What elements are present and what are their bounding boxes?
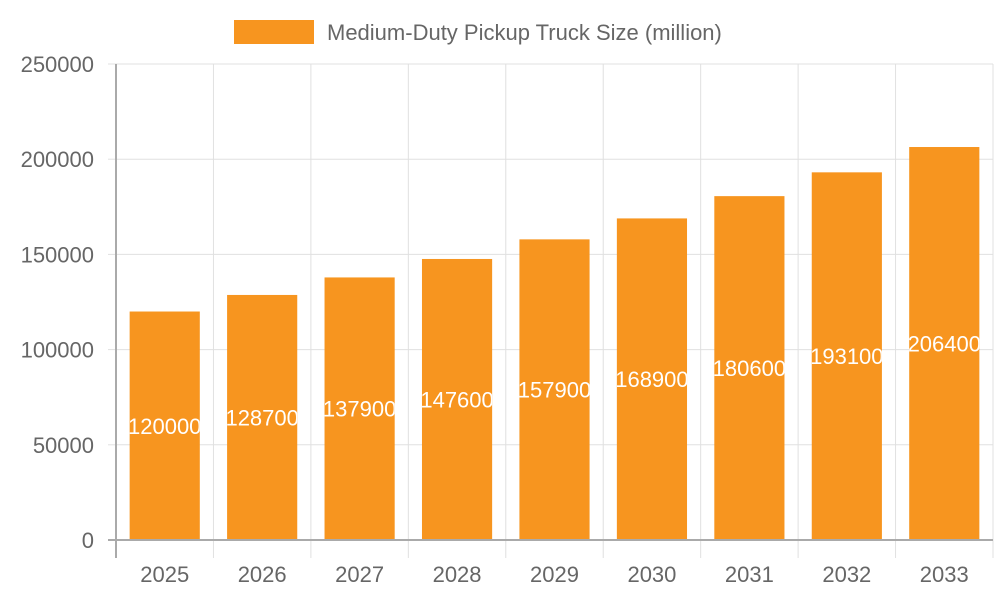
x-tick-label: 2028: [433, 562, 482, 587]
data-label: 180600: [713, 356, 786, 381]
x-tick-label: 2030: [627, 562, 676, 587]
x-tick-label: 2026: [238, 562, 287, 587]
y-tick-label: 250000: [21, 52, 94, 77]
y-tick-label: 0: [82, 528, 94, 553]
data-label: 147600: [420, 387, 493, 412]
x-tick-label: 2031: [725, 562, 774, 587]
bar: [421, 258, 493, 540]
data-label: 137900: [323, 397, 396, 422]
bar: [811, 172, 882, 541]
bar: [324, 277, 395, 540]
legend[interactable]: Medium-Duty Pickup Truck Size (million): [234, 20, 722, 45]
bar: [909, 147, 980, 540]
y-tick-label: 100000: [21, 338, 94, 363]
axes: 0 50000 100000 150000 200000 250000 2025 2026 20…: [21, 52, 993, 587]
x-tick-label: 2025: [140, 562, 189, 587]
bar: [616, 218, 688, 540]
bars: 120000 128700 137900 147600 157900 168900 1806…: [128, 147, 981, 541]
data-label: 193100: [810, 344, 883, 369]
data-label: 157900: [518, 378, 591, 403]
bar: [519, 239, 590, 540]
legend-swatch: [234, 20, 314, 44]
data-label: 168900: [615, 367, 688, 392]
x-tick-label: 2029: [530, 562, 579, 587]
bar: [714, 196, 785, 540]
x-tick-label: 2032: [822, 562, 871, 587]
bar: [227, 294, 298, 540]
data-label: 120000: [128, 414, 201, 439]
legend-label: Medium-Duty Pickup Truck Size (million): [327, 20, 722, 45]
x-tick-label: 2033: [920, 562, 969, 587]
data-label: 206400: [908, 332, 981, 357]
y-tick-label: 50000: [33, 433, 94, 458]
y-tick-label: 200000: [21, 147, 94, 172]
bar: [129, 311, 200, 540]
x-tick-label: 2027: [335, 562, 384, 587]
y-tick-label: 150000: [21, 242, 94, 267]
data-label: 128700: [225, 405, 298, 430]
